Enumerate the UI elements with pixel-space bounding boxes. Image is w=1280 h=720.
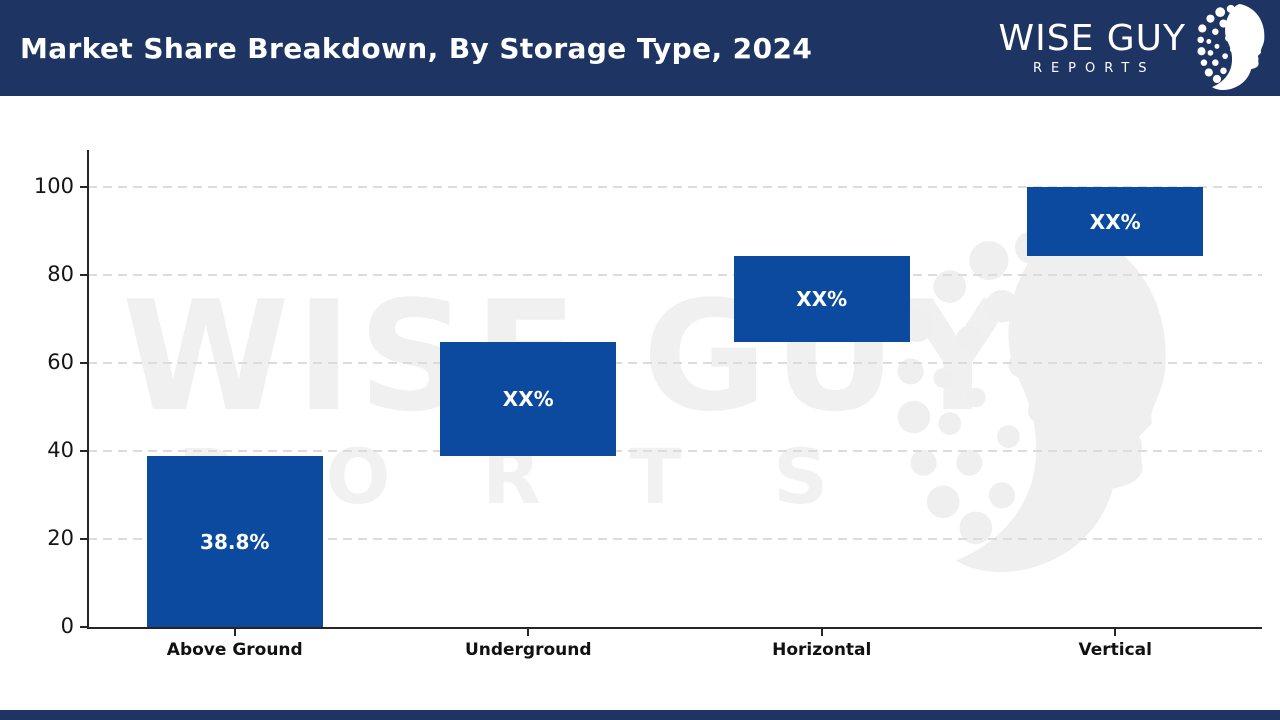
brand-logo: WISE GUY REPORTS [999,4,1273,92]
gridline [88,186,1262,188]
x-tick-label-vertical: Vertical [1078,640,1152,660]
y-tick-label: 80 [47,262,74,286]
x-tick-label-underground: Underground [464,640,592,660]
gridline [88,450,1262,452]
page-title: Market Share Breakdown, By Storage Type,… [20,31,813,65]
y-tick [80,626,87,628]
gridline [88,274,1262,276]
footer-bar [0,710,1280,720]
bar-above-ground: 38.8% [146,456,323,627]
x-tick [527,629,530,636]
bar-vertical: XX% [1027,187,1204,257]
logo-wordmark: WISE GUY [998,17,1186,59]
bar-value-label: 38.8% [200,529,270,554]
logo-text: WISE GUY REPORTS [998,17,1187,76]
x-tick [233,629,236,636]
gridline [88,538,1262,540]
y-tick [80,186,87,188]
y-axis-line [87,150,89,627]
bar-underground: XX% [440,342,617,457]
y-tick [80,538,87,540]
bar-horizontal: XX% [733,256,910,343]
y-tick-label: 0 [60,614,74,638]
x-tick [1114,629,1117,636]
y-tick [80,274,87,276]
y-tick [80,450,87,452]
wiseguy-head-icon [1188,4,1272,92]
y-tick-label: 60 [47,350,74,374]
x-axis-line [87,627,1262,629]
header: Market Share Breakdown, By Storage Type,… [0,0,1280,96]
watermark-head-icon [878,208,1178,600]
y-tick-label: 20 [47,526,74,550]
logo-subtitle: REPORTS [1032,60,1156,76]
y-tick-label: 100 [33,174,74,198]
x-tick [820,629,823,636]
x-tick-label-above-ground: Above Ground [166,640,303,660]
bar-value-label: XX% [1089,209,1141,234]
y-tick [80,362,87,364]
bar-value-label: XX% [502,387,554,412]
x-tick-label-horizontal: Horizontal [772,640,872,660]
y-tick-label: 40 [47,438,74,462]
gridline [88,362,1262,364]
bar-value-label: XX% [796,287,848,312]
